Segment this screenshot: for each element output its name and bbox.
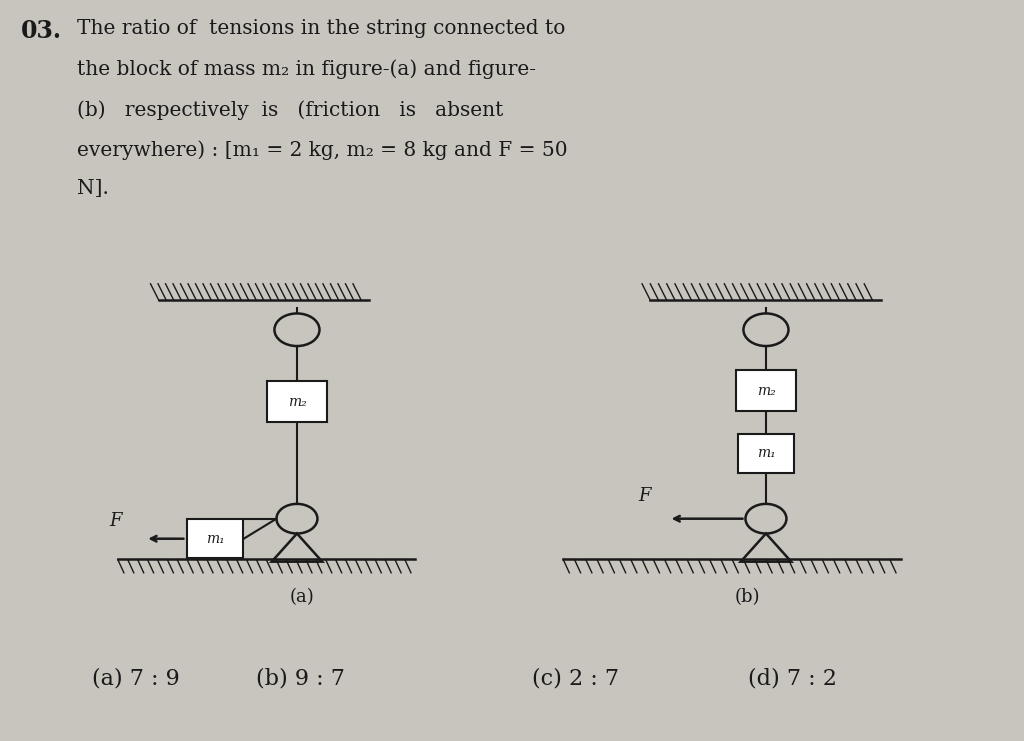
Text: m₂: m₂ <box>288 395 306 408</box>
Text: F: F <box>638 488 650 505</box>
Text: (b): (b) <box>735 588 760 605</box>
Bar <box>267 382 327 422</box>
Text: The ratio of  tensions in the string connected to: The ratio of tensions in the string conn… <box>77 19 565 38</box>
Text: 03.: 03. <box>20 19 61 42</box>
Text: (a) 7 : 9: (a) 7 : 9 <box>92 667 180 689</box>
Text: N].: N]. <box>77 179 109 199</box>
Polygon shape <box>271 534 323 562</box>
Text: m₁: m₁ <box>206 532 224 545</box>
Bar <box>186 519 243 558</box>
Bar <box>737 434 795 473</box>
Text: (c) 2 : 7: (c) 2 : 7 <box>532 667 620 689</box>
Polygon shape <box>740 534 792 562</box>
Text: (a): (a) <box>290 588 314 605</box>
Text: (b)   respectively  is   (friction   is   absent: (b) respectively is (friction is absent <box>77 100 503 120</box>
Text: the block of mass m₂ in figure-(a) and figure-: the block of mass m₂ in figure-(a) and f… <box>77 59 536 79</box>
Text: m₁: m₁ <box>757 447 775 460</box>
Text: (d) 7 : 2: (d) 7 : 2 <box>748 667 837 689</box>
Text: m₂: m₂ <box>757 384 775 397</box>
Text: everywhere) : [m₁ = 2 kg, m₂ = 8 kg and F = 50: everywhere) : [m₁ = 2 kg, m₂ = 8 kg and … <box>77 141 567 161</box>
Text: (b) 9 : 7: (b) 9 : 7 <box>256 667 345 689</box>
Text: F: F <box>110 512 122 530</box>
Bar <box>736 370 796 411</box>
